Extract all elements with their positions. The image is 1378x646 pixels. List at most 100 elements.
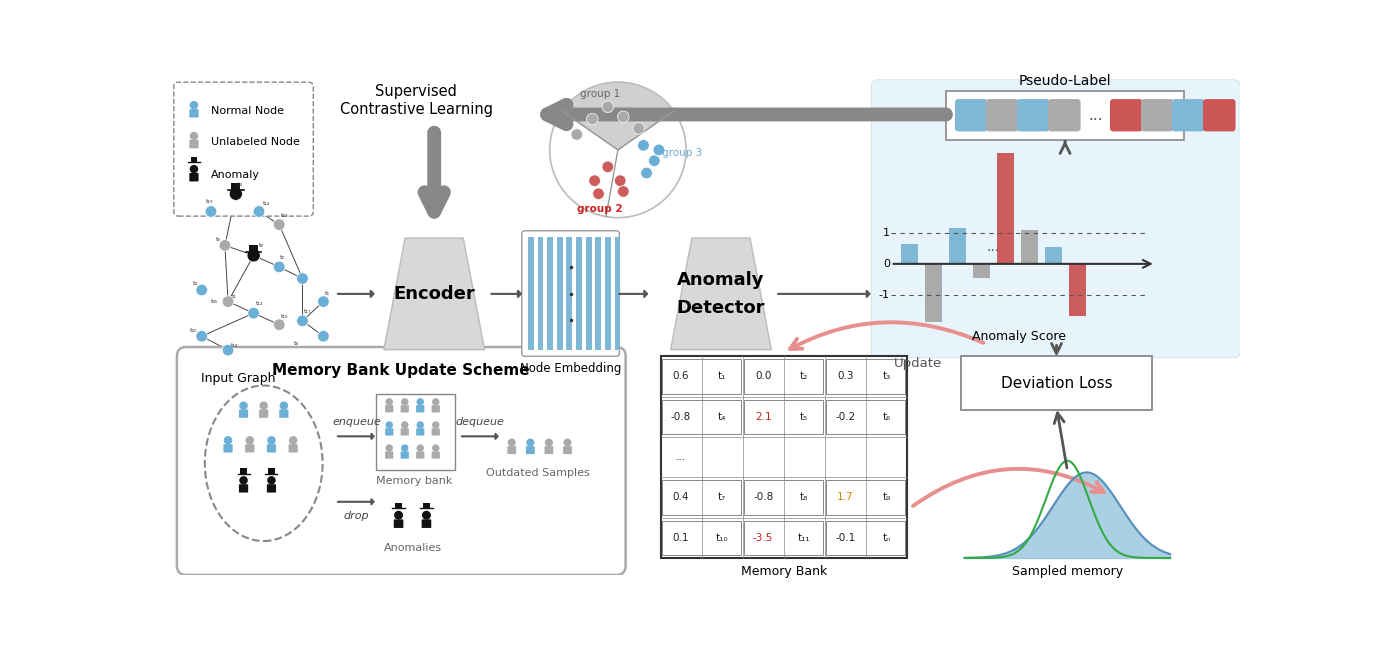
FancyBboxPatch shape: [267, 484, 276, 492]
Text: t₉: t₉: [216, 238, 222, 242]
FancyBboxPatch shape: [507, 446, 517, 454]
Circle shape: [416, 421, 424, 429]
Circle shape: [401, 398, 408, 406]
Circle shape: [248, 307, 259, 319]
FancyBboxPatch shape: [416, 405, 424, 412]
Text: 0.6: 0.6: [672, 371, 689, 381]
FancyBboxPatch shape: [901, 244, 918, 264]
Text: t₂₀: t₂₀: [190, 328, 197, 333]
Circle shape: [570, 129, 583, 140]
Circle shape: [222, 296, 234, 307]
FancyBboxPatch shape: [576, 237, 582, 350]
FancyBboxPatch shape: [544, 446, 554, 454]
Text: Normal Node: Normal Node: [211, 107, 284, 116]
FancyBboxPatch shape: [267, 444, 276, 452]
FancyBboxPatch shape: [416, 452, 424, 459]
Text: Memory Bank: Memory Bank: [740, 565, 827, 578]
Text: t₇: t₇: [718, 492, 726, 503]
Circle shape: [273, 319, 285, 331]
Circle shape: [602, 101, 613, 112]
FancyBboxPatch shape: [661, 521, 741, 555]
Circle shape: [317, 296, 329, 307]
Text: 0.0: 0.0: [755, 371, 772, 381]
FancyBboxPatch shape: [423, 503, 430, 508]
Circle shape: [259, 401, 267, 410]
Text: Node Embedding: Node Embedding: [520, 362, 621, 375]
Circle shape: [245, 436, 254, 444]
Circle shape: [190, 165, 198, 173]
Text: drop: drop: [344, 510, 369, 521]
FancyBboxPatch shape: [401, 452, 409, 459]
Circle shape: [588, 175, 601, 187]
Text: -0.2: -0.2: [835, 412, 856, 422]
Circle shape: [617, 185, 630, 197]
Text: group 1: group 1: [580, 89, 620, 99]
Text: 1.7: 1.7: [836, 492, 853, 503]
FancyBboxPatch shape: [996, 153, 1014, 264]
Circle shape: [296, 315, 309, 327]
Circle shape: [615, 175, 626, 187]
Circle shape: [240, 401, 248, 410]
Text: Contrastive Learning: Contrastive Learning: [340, 101, 493, 116]
Text: 0.3: 0.3: [836, 371, 853, 381]
Circle shape: [205, 205, 216, 217]
FancyBboxPatch shape: [1017, 99, 1050, 131]
Text: Unlabeled Node: Unlabeled Node: [211, 137, 300, 147]
Circle shape: [416, 444, 424, 452]
FancyBboxPatch shape: [949, 229, 966, 264]
Circle shape: [254, 205, 265, 217]
Text: t₈: t₈: [259, 243, 263, 248]
Circle shape: [526, 439, 535, 446]
FancyBboxPatch shape: [174, 82, 313, 216]
FancyBboxPatch shape: [238, 410, 248, 418]
Circle shape: [544, 439, 553, 446]
Circle shape: [641, 167, 652, 179]
Text: t₅: t₅: [801, 412, 809, 422]
Circle shape: [289, 436, 298, 444]
Circle shape: [401, 421, 408, 429]
FancyBboxPatch shape: [269, 468, 274, 474]
FancyBboxPatch shape: [557, 237, 562, 350]
Circle shape: [273, 219, 285, 231]
Circle shape: [223, 436, 233, 444]
FancyBboxPatch shape: [564, 446, 572, 454]
Circle shape: [602, 161, 613, 172]
Text: -0.1: -0.1: [835, 533, 856, 543]
FancyBboxPatch shape: [962, 356, 1152, 410]
Text: ...: ...: [1089, 108, 1102, 123]
FancyBboxPatch shape: [401, 405, 409, 412]
Circle shape: [593, 188, 605, 200]
Text: t₂: t₂: [280, 255, 285, 260]
FancyBboxPatch shape: [537, 237, 543, 350]
Circle shape: [317, 331, 329, 342]
FancyBboxPatch shape: [605, 237, 610, 350]
Text: t₈: t₈: [801, 492, 809, 503]
Text: Pseudo-Label: Pseudo-Label: [1018, 74, 1112, 88]
Text: group 2: group 2: [577, 204, 623, 214]
Text: 2.1: 2.1: [755, 412, 772, 422]
FancyBboxPatch shape: [744, 481, 823, 515]
FancyBboxPatch shape: [973, 264, 989, 278]
FancyBboxPatch shape: [827, 400, 905, 434]
FancyBboxPatch shape: [1045, 247, 1062, 264]
Text: Anomaly: Anomaly: [677, 271, 765, 289]
Circle shape: [617, 111, 630, 123]
Circle shape: [196, 331, 208, 342]
Circle shape: [507, 439, 515, 446]
Circle shape: [386, 444, 393, 452]
Text: Anomaly: Anomaly: [211, 171, 260, 180]
FancyBboxPatch shape: [1111, 99, 1142, 131]
FancyBboxPatch shape: [240, 468, 247, 474]
FancyBboxPatch shape: [827, 481, 905, 515]
FancyBboxPatch shape: [189, 140, 198, 149]
Text: Supervised: Supervised: [375, 84, 457, 99]
Text: t₁₈: t₁₈: [230, 343, 238, 348]
Text: -0.8: -0.8: [671, 412, 692, 422]
FancyBboxPatch shape: [422, 519, 431, 528]
Text: t₄₅: t₄₅: [211, 299, 219, 304]
FancyBboxPatch shape: [280, 410, 288, 418]
FancyBboxPatch shape: [744, 400, 823, 434]
FancyBboxPatch shape: [522, 231, 620, 356]
FancyBboxPatch shape: [528, 237, 533, 350]
FancyBboxPatch shape: [586, 237, 591, 350]
